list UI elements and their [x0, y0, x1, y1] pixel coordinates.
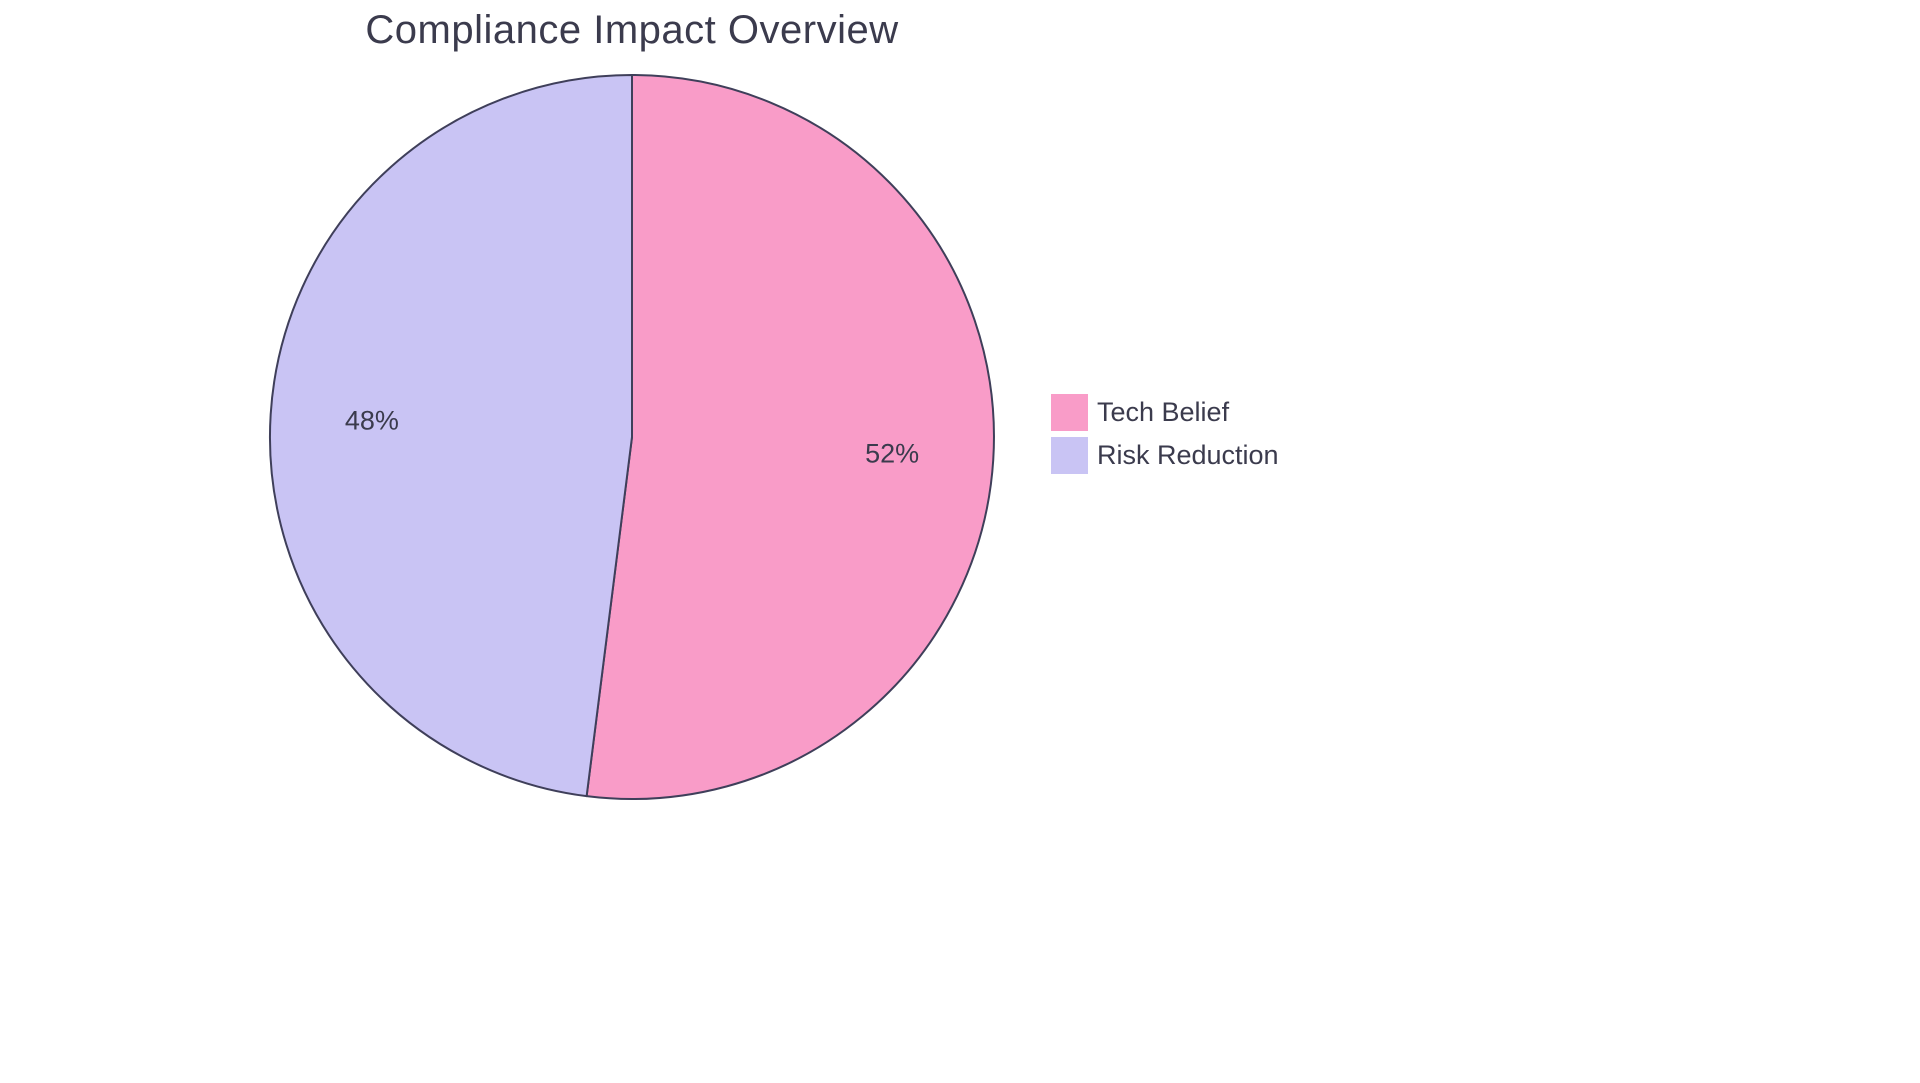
legend-item-risk-reduction: Risk Reduction — [1051, 437, 1279, 474]
chart-title: Compliance Impact Overview — [365, 8, 899, 52]
legend-swatch — [1051, 437, 1088, 474]
legend-label: Tech Belief — [1097, 397, 1230, 427]
pie-slice-tech-belief — [585, 74, 995, 800]
legend-swatch — [1051, 394, 1088, 431]
pie-slice-percent-label: 52% — [865, 438, 919, 468]
legend-item-tech-belief: Tech Belief — [1051, 394, 1279, 431]
legend-label: Risk Reduction — [1097, 440, 1279, 470]
pie-slice-percent-label: 48% — [345, 406, 399, 436]
chart-legend: Tech Belief Risk Reduction — [1051, 394, 1279, 474]
pie-slice-risk-reduction — [268, 74, 633, 798]
